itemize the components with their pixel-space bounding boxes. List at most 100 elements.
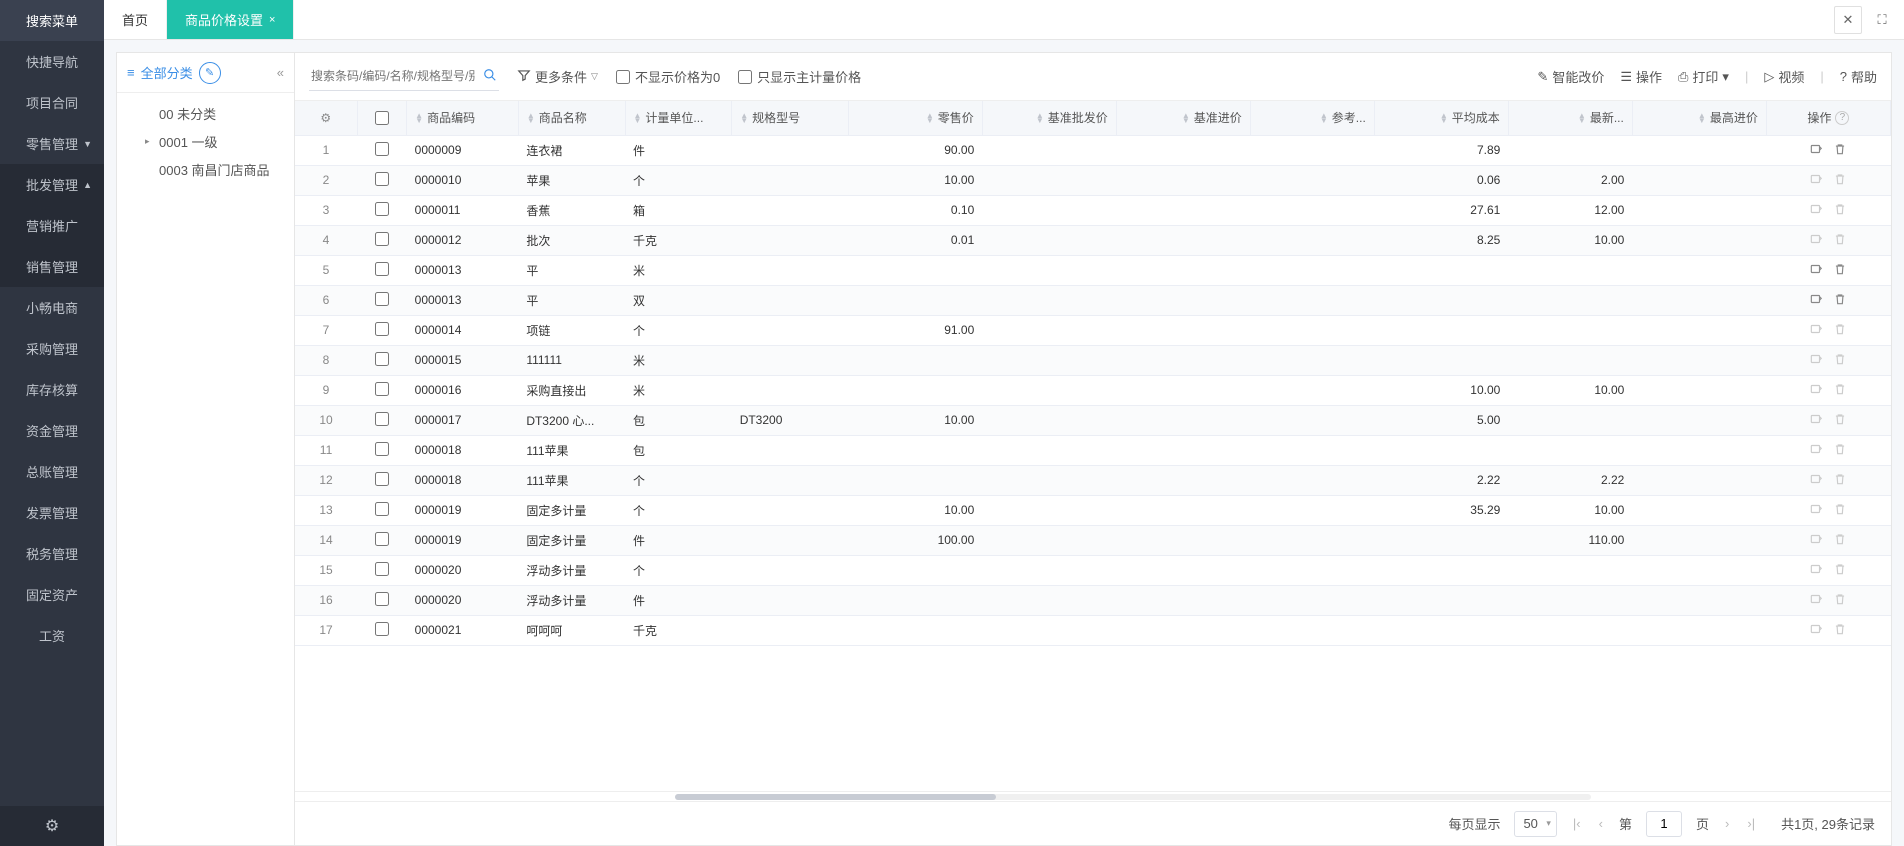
tab-home[interactable]: 首页 [104, 0, 167, 39]
table-header-5[interactable]: ▲▼规格型号 [732, 101, 849, 135]
row-checkbox[interactable] [375, 202, 389, 216]
tree-title[interactable]: 全部分类 [141, 63, 193, 82]
table-header-7[interactable]: ▲▼基准批发价 [982, 101, 1116, 135]
page-number-input[interactable] [1646, 811, 1682, 837]
row-delete-icon[interactable] [1833, 292, 1847, 309]
tab-active[interactable]: 商品价格设置 × [167, 0, 294, 39]
table-header-6[interactable]: ▲▼零售价 [848, 101, 982, 135]
row-checkbox[interactable] [375, 262, 389, 276]
row-checkbox[interactable] [375, 442, 389, 456]
sort-icon[interactable]: ▲▼ [634, 113, 642, 123]
table-header-4[interactable]: ▲▼计量单位... [625, 101, 732, 135]
row-edit-icon[interactable] [1809, 292, 1823, 309]
page-first-button2[interactable]: |‹ [1571, 816, 1583, 831]
tree-node-2[interactable]: 0003 南昌门店商品 [117, 155, 294, 183]
sidebar-subitem-0[interactable]: 营销推广 [0, 205, 104, 246]
sort-icon[interactable]: ▲▼ [740, 113, 748, 123]
sidebar-item-9[interactable]: 总账管理 [0, 451, 104, 492]
table-header-12[interactable]: ▲▼最高进价 [1632, 101, 1766, 135]
tabbar-fullscreen-icon[interactable]: ⛶ [1868, 6, 1896, 34]
select-all-checkbox[interactable] [375, 111, 389, 125]
table-header-11[interactable]: ▲▼最新... [1508, 101, 1632, 135]
search-icon[interactable] [483, 68, 497, 85]
row-checkbox[interactable] [375, 532, 389, 546]
more-conditions-button[interactable]: 更多条件 ▽ [517, 67, 598, 86]
sort-icon[interactable]: ▲▼ [415, 113, 423, 123]
sort-icon[interactable]: ▲▼ [1698, 113, 1706, 123]
table-row[interactable]: 10000009连衣裙件90.007.89 [295, 135, 1891, 165]
table-row[interactable]: 70000014项链个91.00 [295, 315, 1891, 345]
page-next-button[interactable]: › [1723, 816, 1731, 831]
sidebar-item-2[interactable]: 项目合同 [0, 82, 104, 123]
tabbar-close-all-button[interactable]: ✕ [1834, 6, 1862, 34]
hide-zero-checkbox[interactable] [616, 70, 630, 84]
sidebar-item-12[interactable]: 固定资产 [0, 574, 104, 615]
tree-node-0[interactable]: 00 未分类 [117, 99, 294, 127]
table-row[interactable]: 170000021呵呵呵千克 [295, 615, 1891, 645]
table-row[interactable]: 140000019固定多计量件100.00110.00 [295, 525, 1891, 555]
hscroll-thumb[interactable] [675, 794, 996, 800]
search-input[interactable] [309, 63, 499, 91]
table-row[interactable]: 160000020浮动多计量件 [295, 585, 1891, 615]
table-row[interactable]: 130000019固定多计量个10.0035.2910.00 [295, 495, 1891, 525]
sort-icon[interactable]: ▲▼ [1036, 113, 1044, 123]
row-checkbox[interactable] [375, 412, 389, 426]
row-checkbox[interactable] [375, 592, 389, 606]
smart-price-button[interactable]: ✎ 智能改价 [1537, 67, 1604, 86]
sidebar-item-11[interactable]: 税务管理 [0, 533, 104, 574]
table-row[interactable]: 30000011香蕉箱0.1027.6112.00 [295, 195, 1891, 225]
hide-zero-checkbox-wrap[interactable]: 不显示价格为0 [616, 67, 720, 86]
sort-icon[interactable]: ▲▼ [1578, 113, 1586, 123]
help-icon[interactable]: ? [1835, 111, 1849, 125]
row-checkbox[interactable] [375, 322, 389, 336]
table-row[interactable]: 100000017DT3200 心...包DT320010.005.00 [295, 405, 1891, 435]
tree-edit-button[interactable]: ✎ [199, 62, 221, 84]
row-checkbox[interactable] [375, 382, 389, 396]
row-edit-icon[interactable] [1809, 142, 1823, 159]
sidebar-item-1[interactable]: 快捷导航 [0, 41, 104, 82]
row-delete-icon[interactable] [1833, 262, 1847, 279]
row-checkbox[interactable] [375, 502, 389, 516]
row-edit-icon[interactable] [1809, 262, 1823, 279]
table-header-13[interactable]: 操作 ? [1766, 101, 1890, 135]
per-page-select[interactable]: 50 [1514, 811, 1556, 837]
sidebar-item-4[interactable]: 批发管理▲ [0, 164, 104, 205]
table-header-1[interactable] [357, 101, 407, 135]
sidebar-subitem-1[interactable]: 销售管理 [0, 246, 104, 287]
operation-dropdown[interactable]: ☰ 操作 [1620, 67, 1662, 86]
row-checkbox[interactable] [375, 172, 389, 186]
table-header-8[interactable]: ▲▼基准进价 [1116, 101, 1250, 135]
tree-node-1[interactable]: ▸0001 一级 [117, 127, 294, 155]
sidebar-item-7[interactable]: 库存核算 [0, 369, 104, 410]
sidebar-item-0[interactable]: 搜索菜单 [0, 0, 104, 41]
table-row[interactable]: 150000020浮动多计量个 [295, 555, 1891, 585]
table-row[interactable]: 40000012批次千克0.018.2510.00 [295, 225, 1891, 255]
sidebar-item-8[interactable]: 资金管理 [0, 410, 104, 451]
table-row[interactable]: 80000015111111米 [295, 345, 1891, 375]
sort-icon[interactable]: ▲▼ [926, 113, 934, 123]
table-header-3[interactable]: ▲▼商品名称 [518, 101, 625, 135]
main-unit-only-checkbox-wrap[interactable]: 只显示主计量价格 [738, 67, 861, 86]
sort-icon[interactable]: ▲▼ [1440, 113, 1448, 123]
row-checkbox[interactable] [375, 232, 389, 246]
table-row[interactable]: 90000016采购直接出米10.0010.00 [295, 375, 1891, 405]
row-checkbox[interactable] [375, 622, 389, 636]
table-header-0[interactable]: ⚙ [295, 101, 357, 135]
page-last-button[interactable]: ›| [1745, 816, 1757, 831]
sidebar-item-5[interactable]: 小畅电商 [0, 287, 104, 328]
row-delete-icon[interactable] [1833, 142, 1847, 159]
table-header-10[interactable]: ▲▼平均成本 [1374, 101, 1508, 135]
sidebar-item-3[interactable]: 零售管理▼ [0, 123, 104, 164]
row-checkbox[interactable] [375, 142, 389, 156]
sidebar-item-10[interactable]: 发票管理 [0, 492, 104, 533]
row-checkbox[interactable] [375, 562, 389, 576]
sidebar-settings-button[interactable]: ⚙ [0, 806, 104, 846]
help-button[interactable]: ? 帮助 [1840, 67, 1877, 86]
row-checkbox[interactable] [375, 292, 389, 306]
sort-icon[interactable]: ▲▼ [1320, 113, 1328, 123]
sort-icon[interactable]: ▲▼ [527, 113, 535, 123]
video-button[interactable]: ▷ 视频 [1764, 67, 1804, 86]
table-row[interactable]: 120000018111苹果个2.222.22 [295, 465, 1891, 495]
tree-collapse-button[interactable]: « [277, 65, 284, 80]
table-row[interactable]: 20000010苹果个10.000.062.00 [295, 165, 1891, 195]
